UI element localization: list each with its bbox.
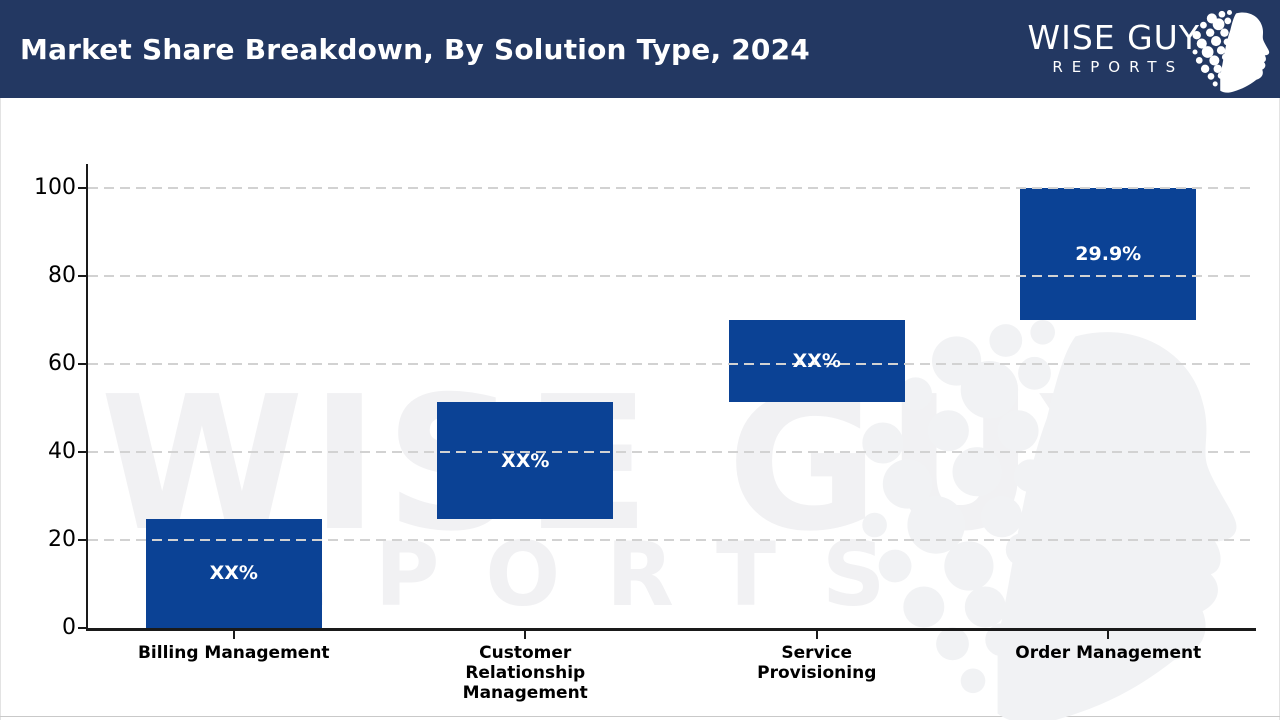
x-tick-2 <box>815 631 818 639</box>
x-tick-1 <box>524 631 527 639</box>
page-bottom-border <box>0 716 1280 717</box>
bar-value-label-0: XX% <box>209 562 258 585</box>
y-tick-label-40: 40 <box>48 439 76 465</box>
y-tick-60 <box>78 363 86 366</box>
bar-3 <box>1020 188 1197 320</box>
y-tick-label-60: 60 <box>48 351 76 377</box>
y-tick-label-20: 20 <box>48 527 76 553</box>
x-category-label-3: Order Management <box>958 643 1258 663</box>
logo-wordmark: WISE GUY <box>1027 18 1200 57</box>
x-category-label-line: Customer <box>479 643 572 663</box>
header-bar: Market Share Breakdown, By Solution Type… <box>0 0 1280 98</box>
wise-guy-reports-logo: WISE GUY REPORTS <box>1020 6 1270 94</box>
bar-value-label-2: XX% <box>792 350 841 373</box>
x-category-label-line: Management <box>462 683 588 703</box>
logo-subtitle: REPORTS <box>1052 58 1185 76</box>
bar-2 <box>728 319 905 403</box>
bar-1 <box>437 402 614 519</box>
x-category-label-line: Provisioning <box>757 663 877 683</box>
y-tick-100 <box>78 187 86 190</box>
gridline-40 <box>88 451 1254 454</box>
y-axis-line <box>86 164 88 631</box>
x-category-label-line: Relationship <box>465 663 586 683</box>
x-category-label-line: Billing Management <box>137 643 330 663</box>
gridline-80 <box>88 275 1254 278</box>
gridline-20 <box>88 539 1254 542</box>
page-left-border <box>0 98 1 720</box>
y-tick-label-0: 0 <box>62 615 76 640</box>
x-category-label-line: Order Management <box>1015 643 1202 663</box>
x-category-label-0: Billing Management <box>84 643 384 663</box>
gridline-100 <box>88 187 1254 190</box>
y-tick-label-100: 100 <box>34 175 76 201</box>
x-category-label-line: Service <box>781 643 853 663</box>
chart-area: WISE GUY REPORTS XX% XX% XX% 29.9% 0 20 40 60 80… <box>0 98 1280 720</box>
x-axis-line <box>86 628 1256 631</box>
bar-value-label-1: XX% <box>501 449 550 472</box>
x-tick-0 <box>232 631 235 639</box>
y-tick-0 <box>78 627 86 629</box>
bar-value-label-3: 29.9% <box>1075 242 1142 265</box>
logo-text: WISE GUY REPORTS <box>1027 18 1200 77</box>
logo-head-icon <box>1192 10 1270 93</box>
x-tick-3 <box>1107 631 1110 639</box>
y-tick-80 <box>78 275 86 278</box>
x-category-label-1: Customer Relationship Management <box>375 643 675 703</box>
page-title: Market Share Breakdown, By Solution Type… <box>20 32 810 66</box>
bar-0 <box>145 518 322 628</box>
gridline-60 <box>88 363 1254 366</box>
x-category-label-2: Service Provisioning <box>667 643 967 683</box>
y-tick-label-80: 80 <box>48 263 76 289</box>
y-tick-40 <box>78 451 86 454</box>
y-tick-20 <box>78 539 86 542</box>
